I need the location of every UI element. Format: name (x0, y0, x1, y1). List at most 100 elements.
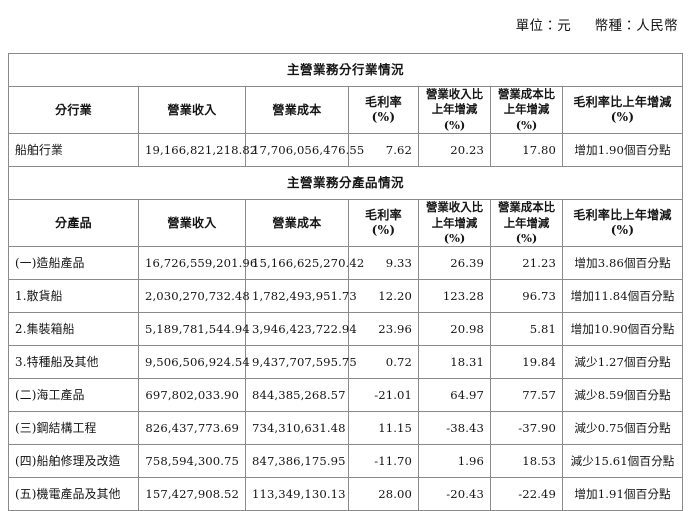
cell-revenue: 157,427,908.52 (138, 477, 246, 511)
column-header-industry: 分行業 (8, 85, 139, 135)
column-header-revenue-yoy-line1: 營業收入比 (426, 87, 483, 101)
cell-revenue: 16,726,559,201.96 (138, 246, 257, 281)
row-label: (五)機電產品及其他 (8, 477, 139, 511)
column-header-revenue: 營業收入 (138, 85, 246, 135)
cell-cost: 847,386,175.95 (245, 444, 349, 479)
cell-cost-yoy: -37.90 (490, 411, 563, 446)
cell-margin-yoy: 增加11.84個百分點 (561, 279, 684, 314)
cell-revenue: 2,030,270,732.48 (138, 279, 250, 314)
currency-label: 幣種：人民幣 (594, 18, 678, 34)
section-title-industry: 主營業務分行業情況 (7, 53, 684, 87)
column-header-product: 分產品 (8, 199, 139, 248)
column-header-revenue-yoy: 營業收入比 上年增減(%) (418, 85, 491, 135)
cell-gross-margin: 0.72 (348, 345, 419, 380)
column-header-revenue-yoy-line1: 營業收入比 (426, 200, 483, 215)
cell-revenue: 826,437,773.69 (138, 411, 246, 446)
column-header-cost-yoy-line2: 上年增減(%) (503, 102, 550, 132)
row-label: 3.特種船及其他 (8, 345, 139, 380)
section-title-row-product: 主營業務分產品情況 (7, 166, 684, 201)
cell-margin-yoy: 減少8.59個百分點 (561, 378, 684, 413)
cell-revenue: 19,166,821,218.82 (138, 133, 257, 168)
row-label: 1.散貨船 (8, 279, 139, 314)
cell-cost-yoy: 5.81 (490, 312, 563, 347)
table-row: 2.集裝箱船 5,189,781,544.94 3,946,423,722.94… (8, 312, 684, 347)
main-business-breakdown-table: 主營業務分行業情況 分行業 營業收入 營業成本 毛利率(%) 營業收入比 上年增… (7, 53, 684, 511)
table-row: (五)機電產品及其他 157,427,908.52 113,349,130.13… (8, 477, 684, 511)
column-header-row-industry: 分行業 營業收入 營業成本 毛利率(%) 營業收入比 上年增減(%) 營業成本比… (8, 85, 684, 135)
cell-cost-yoy: 18.53 (490, 444, 563, 479)
cell-revenue-yoy: 1.96 (418, 444, 491, 479)
cell-revenue-yoy: -38.43 (418, 411, 491, 446)
cell-cost-yoy: 77.57 (490, 378, 563, 413)
table-row: (一)造船產品 16,726,559,201.96 15,166,625,270… (8, 246, 684, 281)
unit-currency-line: 單位：元 幣種：人民幣 (516, 14, 678, 34)
cell-gross-margin: 12.20 (348, 279, 419, 314)
row-label: (二)海工產品 (8, 378, 139, 413)
cell-margin-yoy: 增加3.86個百分點 (561, 246, 684, 281)
row-label: (一)造船產品 (8, 246, 139, 281)
row-label: (四)船舶修理及改造 (8, 444, 139, 479)
column-header-margin-yoy: 毛利率比上年增減(%) (561, 85, 684, 135)
column-header-cost-yoy-line1: 營業成本比 (498, 200, 555, 215)
cell-revenue-yoy: 20.98 (418, 312, 491, 347)
cell-revenue-yoy: -20.43 (418, 477, 491, 511)
cell-margin-yoy: 減少0.75個百分點 (561, 411, 684, 446)
column-header-cost-yoy: 營業成本比 上年增減(%) (490, 85, 563, 135)
column-header-cost-yoy-line2: 上年增減(%) (503, 215, 550, 245)
cell-gross-margin: 11.15 (348, 411, 419, 446)
column-header-revenue-yoy-line2: 上年增減(%) (431, 215, 478, 245)
column-header-gross-margin: 毛利率(%) (348, 85, 419, 135)
column-header-cost: 營業成本 (245, 199, 349, 248)
column-header-revenue-yoy: 營業收入比 上年增減(%) (418, 199, 491, 248)
table-row: 船舶行業 19,166,821,218.82 17,706,056,476.55… (8, 133, 684, 168)
cell-cost: 3,946,423,722.94 (245, 312, 357, 347)
column-header-cost: 營業成本 (245, 85, 349, 135)
column-header-row-product: 分產品 營業收入 營業成本 毛利率(%) 營業收入比 上年增減(%) 營業成本比… (8, 199, 684, 248)
cell-cost: 113,349,130.13 (245, 477, 349, 511)
column-header-gross-margin: 毛利率(%) (348, 199, 419, 248)
cell-gross-margin: -11.70 (348, 444, 419, 479)
cell-margin-yoy: 增加1.90個百分點 (561, 133, 684, 168)
cell-gross-margin: 9.33 (348, 246, 419, 281)
cell-gross-margin: 23.96 (348, 312, 419, 347)
cell-gross-margin: 7.62 (348, 133, 419, 168)
cell-cost-yoy: 19.84 (490, 345, 563, 380)
cell-cost-yoy: -22.49 (490, 477, 563, 511)
cell-cost-yoy: 17.80 (490, 133, 563, 168)
cell-margin-yoy: 減少1.27個百分點 (561, 345, 684, 380)
cell-cost-yoy: 21.23 (490, 246, 563, 281)
table-row: (三)鋼結構工程 826,437,773.69 734,310,631.48 1… (8, 411, 684, 446)
row-label: 2.集裝箱船 (8, 312, 139, 347)
table-row: 1.散貨船 2,030,270,732.48 1,782,493,951.73 … (8, 279, 684, 314)
financial-table-wrapper: 主營業務分行業情況 分行業 營業收入 營業成本 毛利率(%) 營業收入比 上年增… (7, 53, 684, 511)
column-header-revenue: 營業收入 (138, 199, 246, 248)
cell-margin-yoy: 增加10.90個百分點 (561, 312, 684, 347)
cell-cost: 1,782,493,951.73 (245, 279, 357, 314)
cell-revenue: 697,802,033.90 (138, 378, 246, 413)
cell-margin-yoy: 增加1.91個百分點 (561, 477, 684, 511)
cell-cost: 15,166,625,270.42 (245, 246, 364, 281)
cell-cost: 844,385,268.57 (245, 378, 349, 413)
cell-revenue-yoy: 20.23 (418, 133, 491, 168)
cell-revenue-yoy: 26.39 (418, 246, 491, 281)
cell-revenue-yoy: 64.97 (418, 378, 491, 413)
cell-revenue-yoy: 123.28 (418, 279, 491, 314)
unit-label: 單位：元 (515, 18, 572, 34)
column-header-cost-yoy: 營業成本比 上年增減(%) (490, 199, 563, 248)
document-page: 單位：元 幣種：人民幣 主營業務分行業情況 分行業 營業收入 營業成本 毛利率(… (7, 14, 684, 511)
cell-cost-yoy: 96.73 (490, 279, 563, 314)
cell-gross-margin: -21.01 (348, 378, 419, 413)
cell-cost: 17,706,056,476.55 (245, 133, 364, 168)
cell-gross-margin: 28.00 (348, 477, 419, 511)
cell-revenue: 758,594,300.75 (138, 444, 246, 479)
row-label: (三)鋼結構工程 (8, 411, 139, 446)
section-title-product: 主營業務分產品情況 (7, 166, 684, 201)
cell-cost: 734,310,631.48 (245, 411, 349, 446)
cell-revenue: 9,506,506,924.54 (138, 345, 250, 380)
cell-revenue-yoy: 18.31 (418, 345, 491, 380)
cell-revenue: 5,189,781,544.94 (138, 312, 250, 347)
cell-margin-yoy: 減少15.61個百分點 (561, 444, 684, 479)
table-row: 3.特種船及其他 9,506,506,924.54 9,437,707,595.… (8, 345, 684, 380)
column-header-revenue-yoy-line2: 上年增減(%) (431, 102, 478, 132)
table-row: (二)海工產品 697,802,033.90 844,385,268.57 -2… (8, 378, 684, 413)
